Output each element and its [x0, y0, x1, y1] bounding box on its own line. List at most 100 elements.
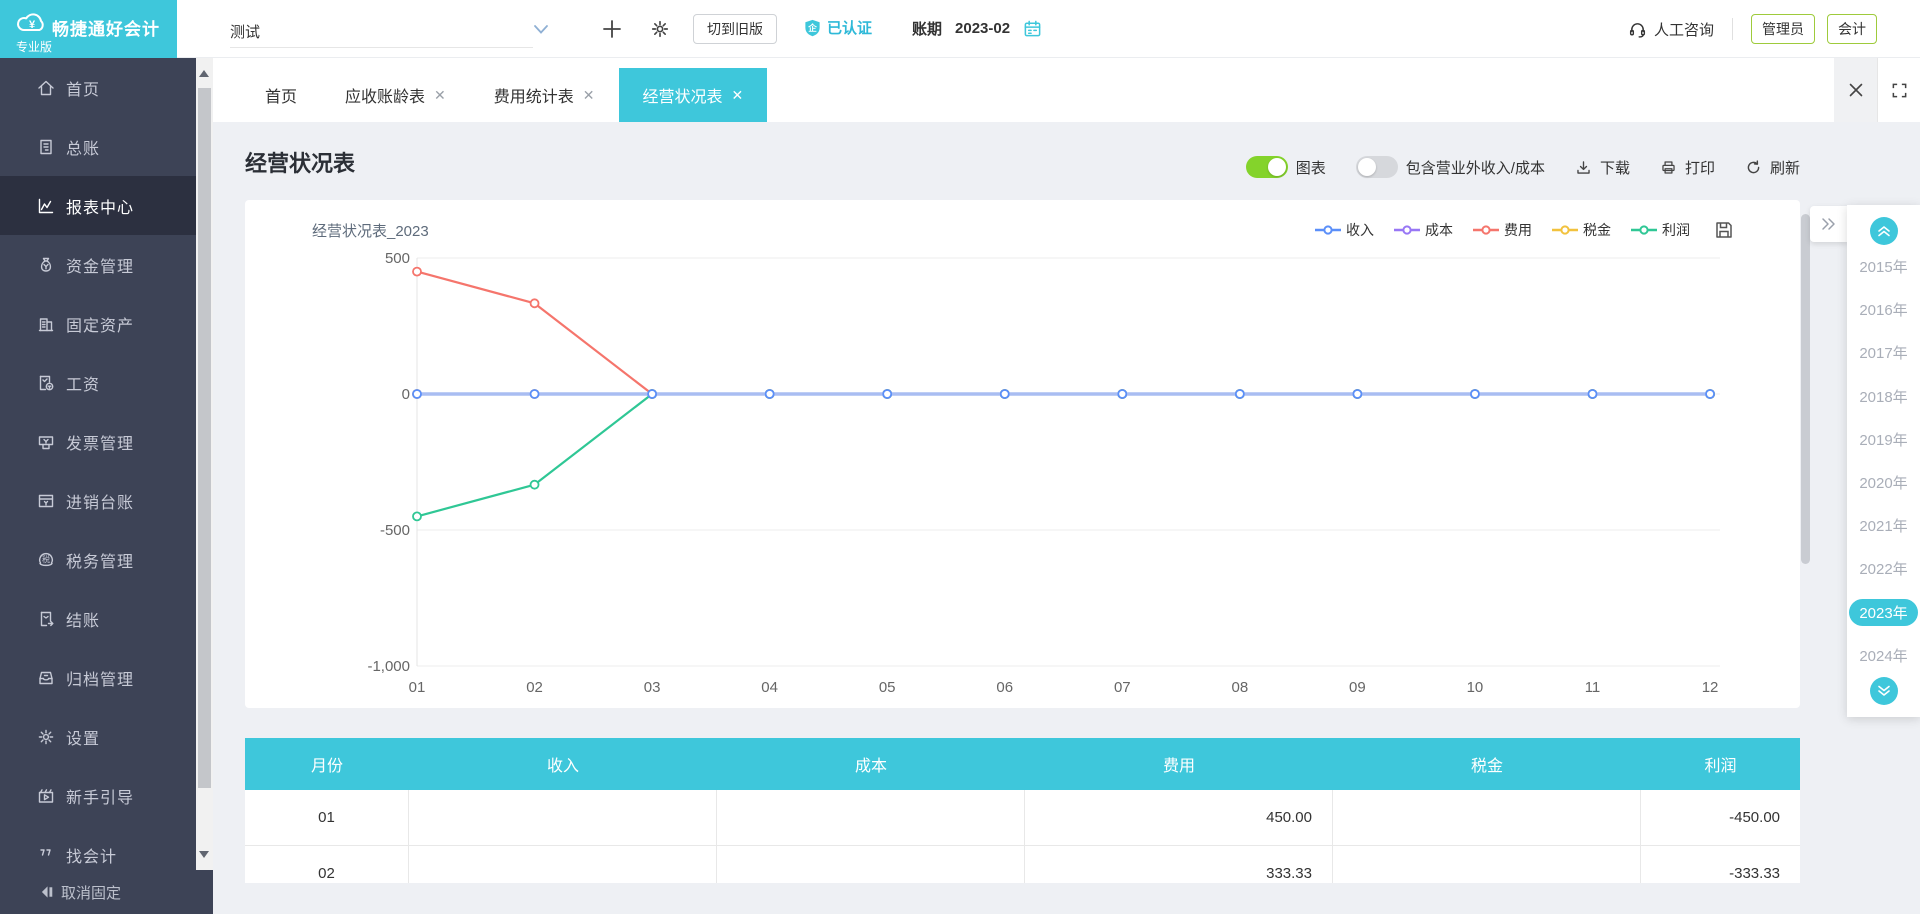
period-label: 账期	[912, 21, 943, 38]
tab[interactable]: 首页	[241, 68, 321, 122]
chevron-down-icon[interactable]	[534, 25, 548, 34]
legend-item[interactable]: 费用	[1473, 220, 1532, 240]
chart-toggle-control: 图表	[1245, 156, 1326, 178]
fullscreen-button[interactable]	[1877, 58, 1920, 122]
support-button[interactable]: 人工咨询	[1628, 19, 1714, 40]
print-button[interactable]: 打印	[1660, 157, 1715, 178]
sidebar-item[interactable]: 归档管理	[0, 648, 213, 707]
year-scroll-up-button[interactable]	[1869, 217, 1898, 245]
sidebar-item-label: 工资	[66, 376, 101, 394]
sidebar-item[interactable]: 进销台账	[0, 471, 213, 530]
role-badge-accountant[interactable]: 会计	[1827, 14, 1877, 44]
year-item[interactable]: 2020年	[1859, 475, 1908, 493]
svg-text:11: 11	[1585, 679, 1601, 696]
tab-label: 经营状况表	[642, 89, 723, 106]
gear-icon[interactable]	[649, 18, 671, 40]
page-title: 经营状况表	[245, 151, 356, 176]
certified-badge[interactable]: 企 已认证	[803, 17, 872, 38]
tab[interactable]: 费用统计表 ✕	[470, 68, 619, 122]
sidebar-item[interactable]: 税 税务管理	[0, 530, 213, 589]
report-controls: 图表 包含营业外收入/成本 下载 打印 刷新	[1245, 152, 1800, 182]
table-cell: 450.00	[1025, 790, 1333, 845]
svg-text:企: 企	[807, 21, 817, 32]
unpin-sidebar-button[interactable]: 取消固定	[0, 870, 213, 914]
table-header-cell: 收入	[546, 758, 579, 775]
refresh-button[interactable]: 刷新	[1745, 157, 1800, 178]
year-item[interactable]: 2023年	[1849, 598, 1918, 626]
account-select-underline	[230, 47, 533, 48]
period-value[interactable]: 2023-02	[955, 20, 1011, 37]
sidebar-item[interactable]: 结账	[0, 589, 213, 648]
svg-text:10: 10	[1467, 679, 1484, 696]
year-item[interactable]: 2015年	[1859, 259, 1908, 277]
archive-icon	[39, 671, 53, 684]
year-item[interactable]: 2018年	[1859, 388, 1908, 406]
chart-legend: 收入 成本 费用 税金 利润	[1315, 220, 1734, 240]
role-badge-admin[interactable]: 管理员	[1751, 14, 1815, 44]
download-button[interactable]: 下载	[1575, 157, 1630, 178]
legend-item[interactable]: 收入	[1315, 220, 1374, 240]
chart-toggle[interactable]	[1245, 156, 1288, 178]
sidebar-item[interactable]: 资金管理	[0, 235, 213, 294]
save-image-icon[interactable]	[1714, 220, 1734, 240]
sidebar-item[interactable]: 设置	[0, 707, 213, 766]
svg-text:500: 500	[385, 250, 410, 267]
year-item[interactable]: 2022年	[1859, 561, 1908, 579]
sidebar-scrollbar[interactable]	[196, 58, 213, 870]
tab[interactable]: 应收账龄表 ✕	[321, 68, 470, 122]
year-item[interactable]: 2017年	[1859, 345, 1908, 363]
close-icon[interactable]: ✕	[582, 87, 595, 103]
calendar-icon[interactable]	[1023, 19, 1042, 38]
sidebar-item[interactable]: 报表中心	[0, 176, 213, 235]
sidebar-item-label: 固定资产	[66, 317, 135, 335]
year-item[interactable]: 2021年	[1859, 518, 1908, 536]
legend-item[interactable]: 利润	[1631, 220, 1690, 240]
sidebar-item[interactable]: 固定资产	[0, 294, 213, 353]
sidebar-item[interactable]: 找会计	[0, 825, 213, 870]
close-icon[interactable]: ✕	[731, 87, 744, 103]
legend-label: 利润	[1662, 222, 1690, 238]
legend-item[interactable]: 税金	[1552, 220, 1611, 240]
close-all-tabs-button[interactable]	[1834, 58, 1877, 122]
main-scrollbar-thumb[interactable]	[1801, 214, 1810, 564]
ledger-icon	[40, 139, 52, 154]
app-edition: 专业版	[16, 40, 53, 54]
unpin-icon	[41, 886, 53, 898]
scroll-up-arrow-icon[interactable]	[199, 70, 209, 77]
closing-icon	[40, 611, 54, 626]
table-row: 02 333.33 -333.33	[245, 846, 1800, 883]
svg-text:07: 07	[1114, 679, 1131, 696]
tab-label: 费用统计表	[493, 89, 574, 106]
sidebar-item[interactable]: 总账	[0, 117, 213, 176]
svg-text:02: 02	[526, 679, 543, 696]
year-scroll-down-button[interactable]	[1869, 677, 1898, 705]
add-icon[interactable]	[601, 18, 623, 40]
sidebar-item[interactable]: 首页	[0, 58, 213, 117]
cloud-logo-icon: ¥	[17, 13, 44, 31]
account-select-value[interactable]: 测试	[230, 24, 261, 41]
svg-text:06: 06	[996, 679, 1013, 696]
table-header: 月份 收入 成本 费用 税金 利润	[245, 738, 1800, 790]
scroll-down-arrow-icon[interactable]	[199, 851, 209, 858]
switch-old-version-button[interactable]: 切到旧版	[693, 14, 777, 44]
sidebar-scrollbar-thumb[interactable]	[198, 88, 211, 788]
sidebar-item[interactable]: 新手引导	[0, 766, 213, 825]
tab[interactable]: 经营状况表 ✕	[618, 68, 768, 122]
collapse-year-panel-button[interactable]	[1810, 206, 1848, 242]
divider	[1732, 18, 1733, 40]
close-icon[interactable]: ✕	[434, 87, 446, 103]
sidebar-item[interactable]: 工资	[0, 353, 213, 412]
table-header-cell: 税金	[1470, 758, 1503, 775]
table-cell: 333.33	[1025, 846, 1333, 883]
year-item[interactable]: 2024年	[1859, 647, 1908, 665]
include-nonoperating-control: 包含营业外收入/成本	[1355, 156, 1545, 178]
include-nonoperating-toggle[interactable]	[1355, 156, 1398, 178]
sidebar-item[interactable]: 发票管理	[0, 412, 213, 471]
sidebar-item-label: 找会计	[66, 848, 118, 866]
year-item[interactable]: 2016年	[1859, 302, 1908, 320]
table-cell	[409, 790, 717, 845]
year-item[interactable]: 2019年	[1859, 431, 1908, 449]
legend-item[interactable]: 成本	[1394, 220, 1453, 240]
unpin-label: 取消固定	[61, 884, 122, 902]
sidebar-item-label: 发票管理	[66, 435, 135, 453]
